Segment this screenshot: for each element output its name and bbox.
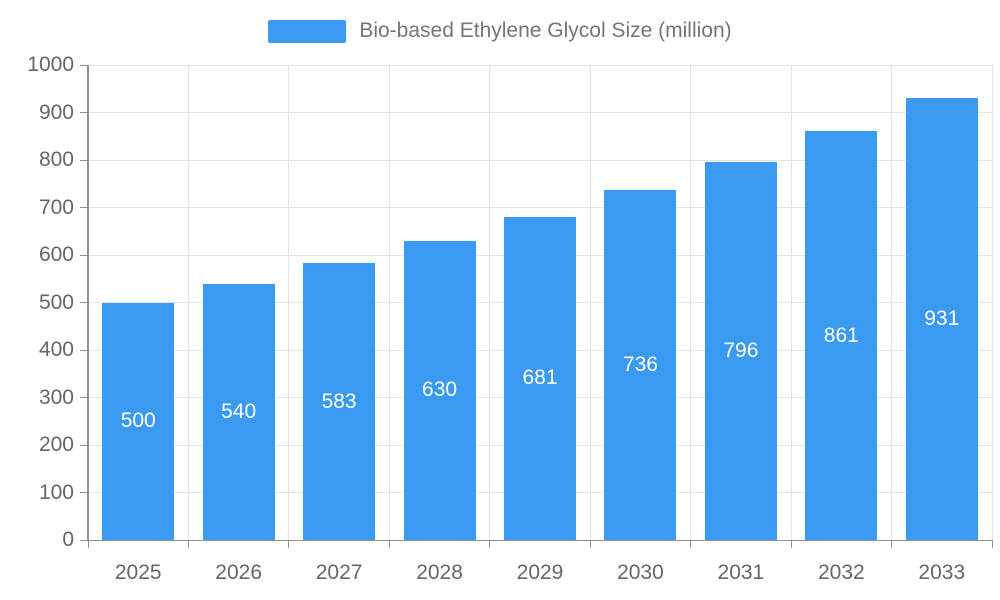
legend-label: Bio-based Ethylene Glycol Size (million) — [359, 19, 732, 42]
grid-line-vertical — [288, 65, 290, 540]
y-axis-label: 0 — [62, 528, 74, 551]
x-axis-label: 2029 — [516, 561, 564, 584]
legend-swatch — [268, 19, 347, 43]
x-axis-tick — [388, 540, 390, 548]
bar-value-label: 931 — [924, 306, 960, 330]
y-axis-label: 600 — [38, 243, 74, 266]
grid-line-vertical — [489, 65, 491, 540]
y-axis-label: 500 — [38, 290, 74, 314]
y-axis-tick — [80, 349, 88, 351]
legend[interactable]: Bio-based Ethylene Glycol Size (million) — [0, 16, 1000, 46]
bar[interactable] — [704, 161, 777, 540]
grid-line-vertical — [187, 65, 189, 540]
x-axis-tick — [891, 540, 893, 548]
x-axis-tick — [87, 540, 89, 548]
x-axis-tick — [790, 540, 792, 548]
y-axis-label: 900 — [38, 100, 74, 124]
grid-line-vertical — [690, 65, 692, 540]
bar-value-label: 681 — [522, 366, 558, 390]
y-axis-label: 1000 — [27, 53, 74, 76]
y-axis-label: 300 — [38, 385, 74, 409]
x-axis-label: 2028 — [416, 561, 463, 584]
x-axis-tick — [690, 540, 692, 548]
y-axis-tick — [80, 302, 88, 303]
grid-line-horizontal — [88, 112, 992, 113]
y-axis-label: 700 — [38, 195, 74, 219]
bar[interactable] — [604, 190, 677, 540]
y-axis-tick — [80, 444, 88, 446]
y-axis-label: 100 — [38, 480, 74, 504]
y-axis-label: 800 — [38, 148, 74, 171]
x-axis-label: 2030 — [617, 561, 664, 584]
bar[interactable] — [905, 97, 978, 540]
grid-line-vertical — [589, 65, 591, 540]
x-axis-label: 2031 — [717, 561, 765, 584]
x-axis-label: 2026 — [215, 561, 263, 584]
x-axis-tick — [991, 540, 993, 548]
bar[interactable] — [303, 263, 376, 540]
grid-line-vertical — [891, 65, 893, 540]
y-axis-tick — [80, 159, 88, 161]
y-axis-tick — [80, 112, 88, 113]
bar-value-label: 796 — [723, 338, 759, 362]
grid-line-vertical — [388, 65, 390, 540]
bar-value-label: 861 — [823, 323, 859, 347]
bar[interactable] — [102, 302, 175, 540]
bar[interactable] — [202, 283, 275, 540]
bar-value-label: 736 — [622, 353, 658, 377]
y-axis-tick — [80, 64, 88, 66]
grid-line-vertical — [790, 65, 792, 540]
x-axis-tick — [288, 540, 290, 548]
grid-line-horizontal — [88, 159, 992, 161]
y-axis-label: 200 — [38, 433, 74, 456]
grid-line-horizontal — [88, 207, 992, 208]
x-axis-line — [87, 539, 993, 541]
x-axis-label: 2025 — [114, 561, 162, 584]
x-axis-label: 2027 — [315, 561, 363, 584]
bar[interactable] — [403, 240, 476, 540]
grid-line-horizontal — [88, 64, 992, 66]
y-axis-tick — [80, 254, 88, 256]
y-axis-line — [87, 65, 89, 541]
x-axis-tick — [589, 540, 591, 548]
y-axis-label: 400 — [38, 338, 74, 361]
bar[interactable] — [805, 131, 878, 540]
x-axis-tick — [187, 540, 189, 548]
y-axis-tick — [80, 492, 88, 493]
y-axis-tick — [80, 207, 88, 208]
grid-line-vertical — [991, 65, 993, 540]
y-axis-tick — [80, 397, 88, 398]
bar[interactable] — [504, 216, 576, 540]
bar-value-label: 630 — [422, 378, 458, 402]
x-axis-tick — [489, 540, 491, 548]
y-axis-tick — [80, 539, 88, 541]
x-axis-label: 2032 — [817, 561, 865, 584]
bar-value-label: 583 — [321, 389, 357, 413]
bar-value-label: 540 — [221, 399, 257, 423]
x-axis-label: 2033 — [918, 561, 966, 584]
bar-value-label: 500 — [120, 409, 156, 433]
